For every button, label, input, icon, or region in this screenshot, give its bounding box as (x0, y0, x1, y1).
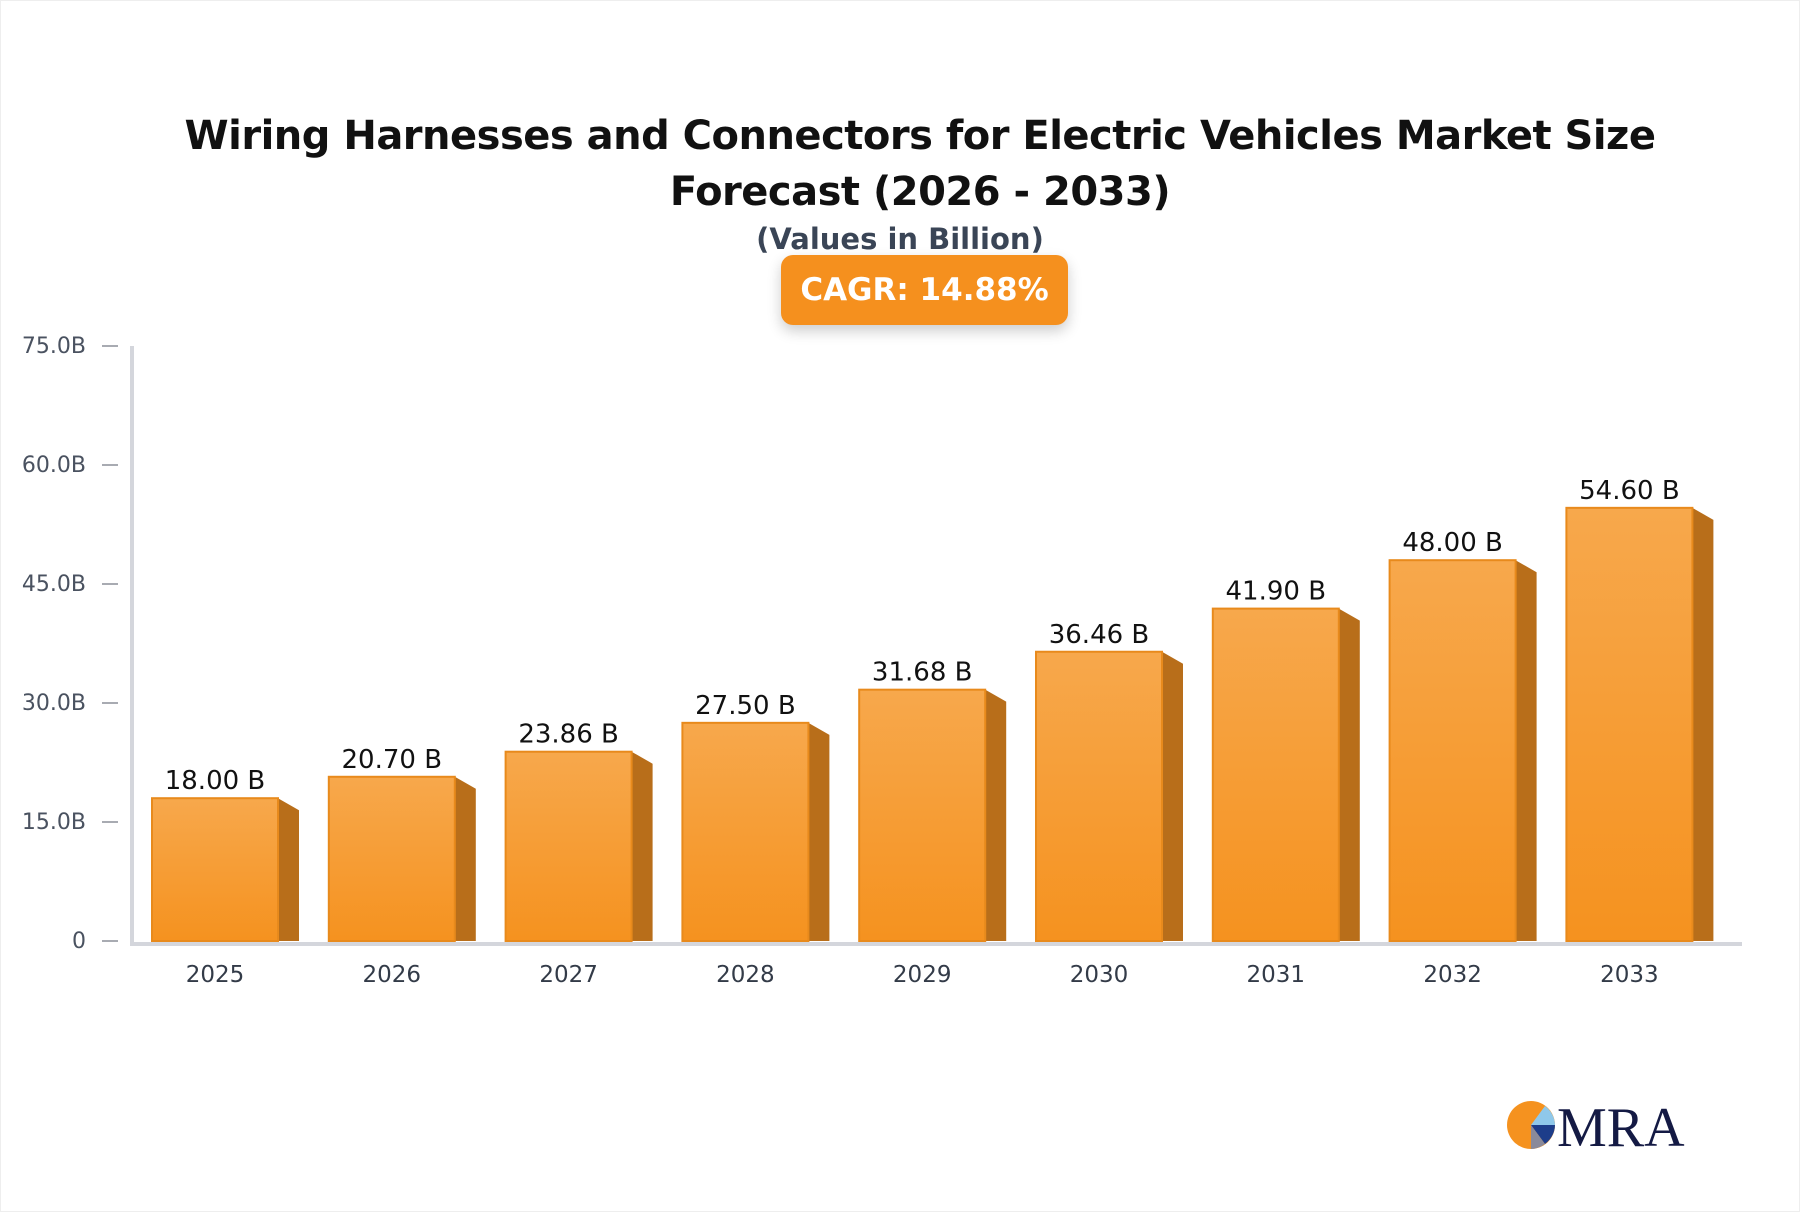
bar-side (985, 689, 1007, 941)
y-tick-label: 75.0B (22, 334, 86, 359)
bar-side (278, 798, 299, 941)
x-tick-label: 2032 (1423, 962, 1482, 988)
chart-title: Wiring Harnesses and Connectors for Elec… (184, 113, 1656, 215)
x-tick-label: 2028 (716, 962, 775, 988)
data-label: 36.46 B (1049, 620, 1150, 650)
bar (681, 721, 810, 942)
data-label: 27.50 B (695, 691, 796, 721)
data-label: 20.70 B (342, 745, 443, 775)
data-label: 18.00 B (165, 766, 266, 796)
bar-side (1692, 507, 1714, 941)
x-tick-label: 2031 (1247, 962, 1306, 988)
bar (504, 750, 633, 943)
bar (327, 775, 456, 943)
bar-side (454, 776, 476, 941)
data-label: 48.00 B (1402, 528, 1503, 558)
bar (1035, 650, 1163, 942)
bar (858, 688, 987, 942)
chart-subtitle: (Values in Billion) (756, 222, 1044, 256)
y-tick-label: 60.0B (22, 453, 86, 478)
bar-side (1515, 560, 1537, 941)
cagr-badge: CAGR: 14.88% (781, 255, 1068, 325)
data-label: 41.90 B (1226, 577, 1327, 607)
y-tick-label: 45.0B (22, 572, 86, 597)
data-label: 23.86 B (518, 720, 619, 750)
x-tick-label: 2026 (363, 962, 422, 988)
y-tick-label: 15.0B (22, 810, 86, 835)
x-tick-label: 2027 (539, 962, 598, 988)
bar (1388, 559, 1517, 942)
y-tick-label: 0 (72, 929, 86, 954)
bar-side (1338, 608, 1360, 941)
svg-text:MRA: MRA (1557, 1097, 1685, 1155)
data-label: 54.60 B (1579, 476, 1680, 506)
bar-side (808, 722, 830, 941)
x-tick-label: 2030 (1070, 962, 1129, 988)
bar-side (1162, 651, 1183, 941)
mra-logo: MRA (1507, 1097, 1685, 1155)
bar (1211, 607, 1340, 942)
x-tick-label: 2025 (186, 962, 245, 988)
bar (1565, 506, 1694, 942)
y-tick-label: 30.0B (22, 691, 86, 716)
data-label: 31.68 B (872, 658, 973, 688)
x-tick-label: 2029 (893, 962, 952, 988)
x-tick-label: 2033 (1600, 962, 1659, 988)
bar (151, 797, 279, 943)
bar-side (631, 751, 653, 941)
